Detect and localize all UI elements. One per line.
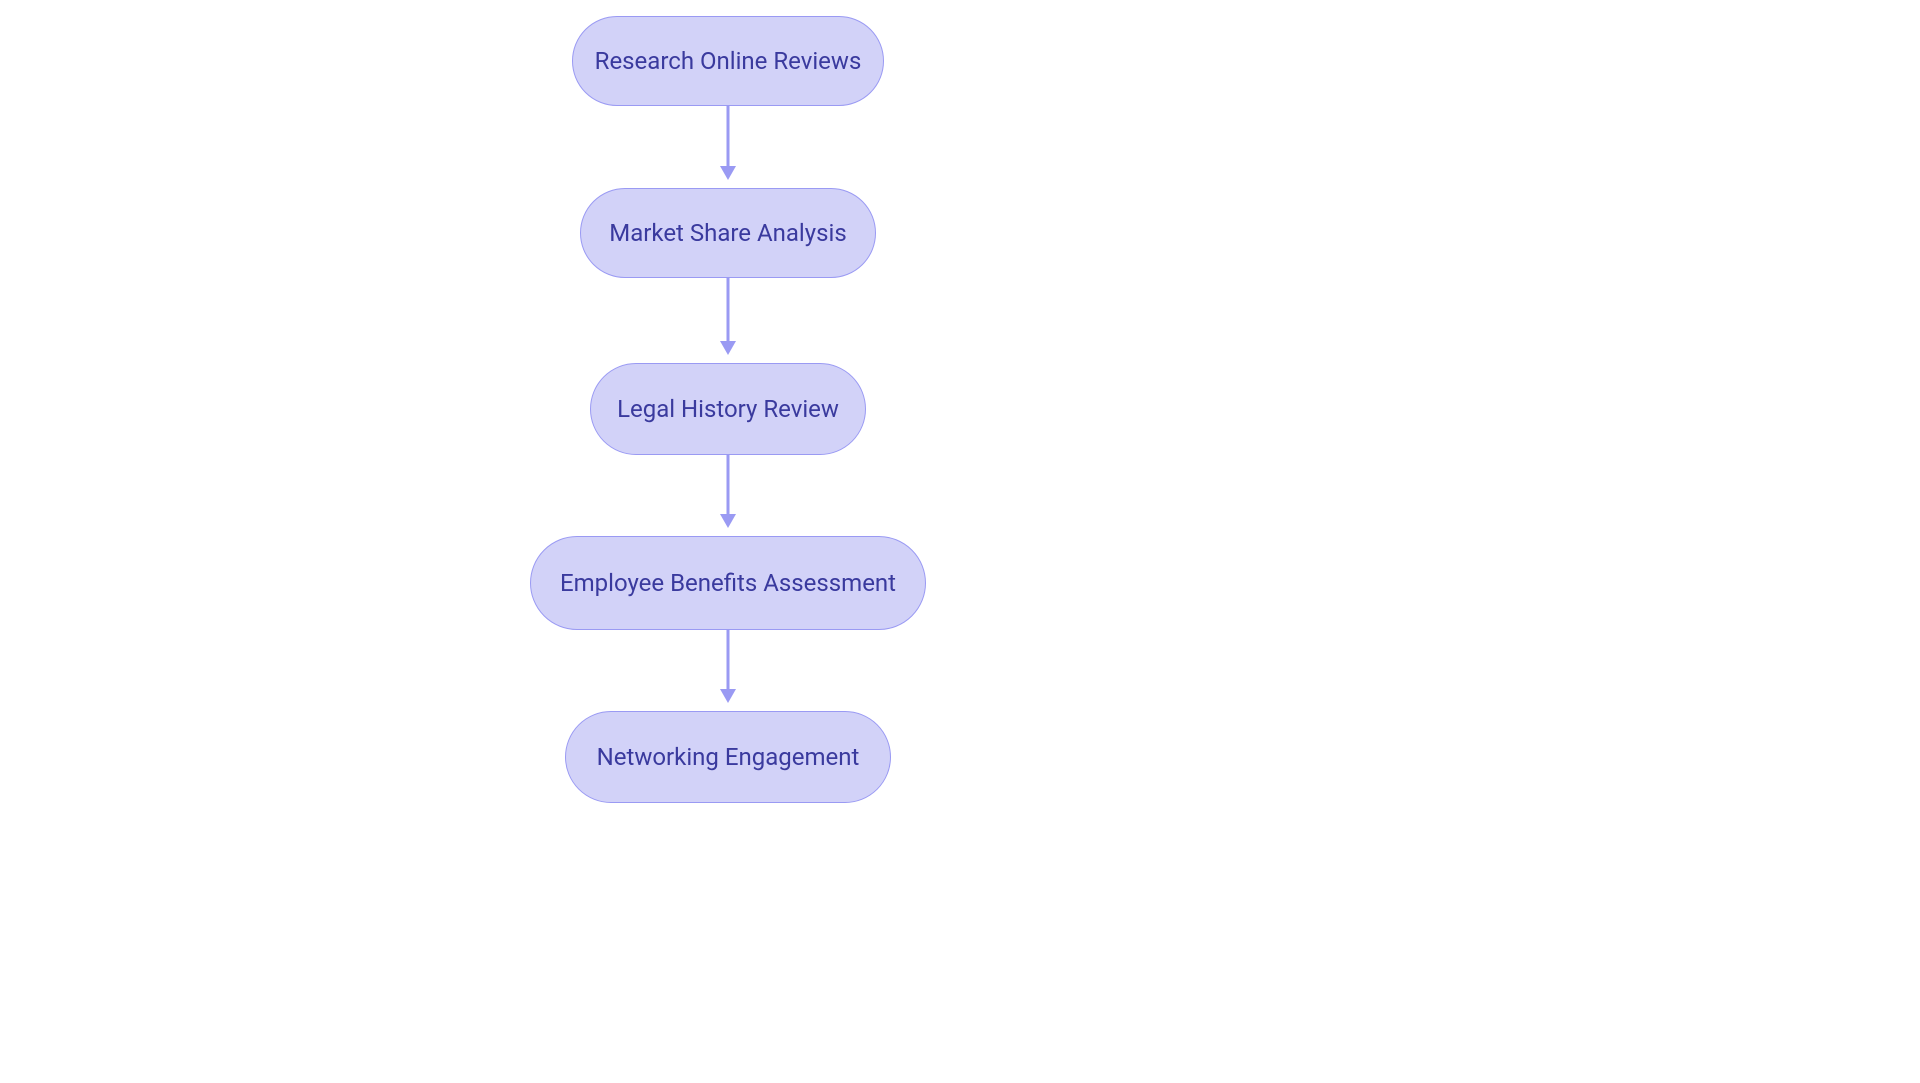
flowchart-node: Market Share Analysis: [580, 188, 876, 278]
flowchart-arrow: [716, 630, 740, 711]
flowchart-node: Networking Engagement: [565, 711, 891, 803]
node-label: Market Share Analysis: [609, 219, 846, 247]
flowchart-node: Legal History Review: [590, 363, 866, 455]
flowchart-arrow: [716, 278, 740, 363]
flowchart-arrow: [716, 106, 740, 188]
node-label: Networking Engagement: [597, 743, 860, 771]
flowchart-container: Research Online Reviews Market Share Anal…: [0, 0, 1920, 1083]
flowchart-node: Employee Benefits Assessment: [530, 536, 926, 630]
node-label: Legal History Review: [617, 395, 839, 423]
node-label: Research Online Reviews: [595, 47, 862, 75]
flowchart-node: Research Online Reviews: [572, 16, 884, 106]
flowchart-arrow: [716, 455, 740, 536]
node-label: Employee Benefits Assessment: [560, 569, 896, 597]
